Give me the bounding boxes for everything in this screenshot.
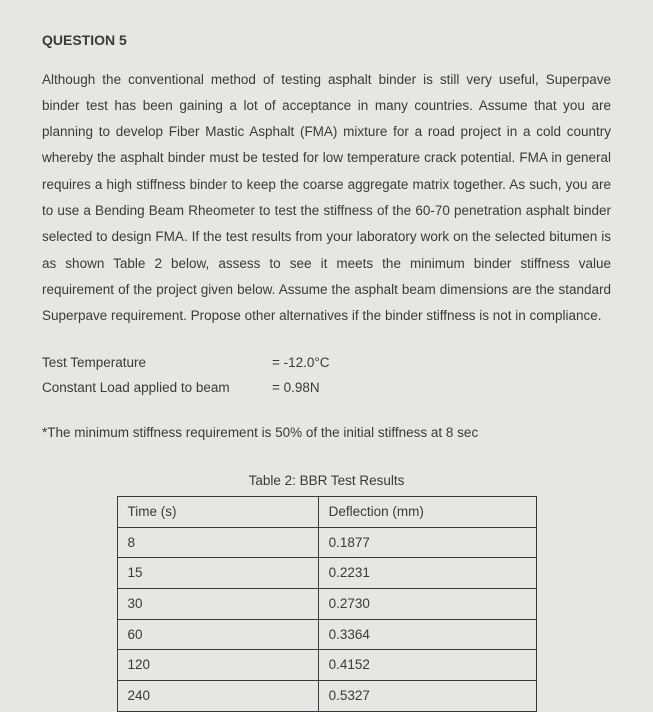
cell-deflection: 0.2231	[318, 558, 536, 589]
table-row: 60 0.3364	[117, 619, 536, 650]
cell-time: 120	[117, 650, 318, 681]
load-value: = 0.98N	[272, 375, 320, 401]
table-row: 120 0.4152	[117, 650, 536, 681]
temp-label: Test Temperature	[42, 350, 272, 376]
param-row-temperature: Test Temperature = -12.0°C	[42, 350, 611, 376]
cell-time: 8	[117, 527, 318, 558]
param-row-load: Constant Load applied to beam = 0.98N	[42, 375, 611, 401]
cell-deflection: 0.4152	[318, 650, 536, 681]
table-wrap: Time (s) Deflection (mm) 8 0.1877 15 0.2…	[42, 496, 611, 711]
cell-deflection: 0.3364	[318, 619, 536, 650]
cell-time: 15	[117, 558, 318, 589]
cell-time: 60	[117, 619, 318, 650]
stiffness-note: *The minimum stiffness requirement is 50…	[42, 421, 611, 445]
header-deflection: Deflection (mm)	[318, 497, 536, 528]
temp-value: = -12.0°C	[272, 350, 330, 376]
bbr-results-table: Time (s) Deflection (mm) 8 0.1877 15 0.2…	[117, 496, 537, 711]
cell-time: 240	[117, 680, 318, 711]
header-time: Time (s)	[117, 497, 318, 528]
question-body: Although the conventional method of test…	[42, 67, 611, 330]
question-title: QUESTION 5	[42, 28, 611, 53]
table-header-row: Time (s) Deflection (mm)	[117, 497, 536, 528]
load-label: Constant Load applied to beam	[42, 375, 272, 401]
cell-deflection: 0.1877	[318, 527, 536, 558]
table-row: 30 0.2730	[117, 589, 536, 620]
cell-time: 30	[117, 589, 318, 620]
test-parameters: Test Temperature = -12.0°C Constant Load…	[42, 350, 611, 401]
cell-deflection: 0.2730	[318, 589, 536, 620]
table-caption: Table 2: BBR Test Results	[42, 469, 611, 493]
table-row: 15 0.2231	[117, 558, 536, 589]
table-row: 8 0.1877	[117, 527, 536, 558]
cell-deflection: 0.5327	[318, 680, 536, 711]
table-row: 240 0.5327	[117, 680, 536, 711]
